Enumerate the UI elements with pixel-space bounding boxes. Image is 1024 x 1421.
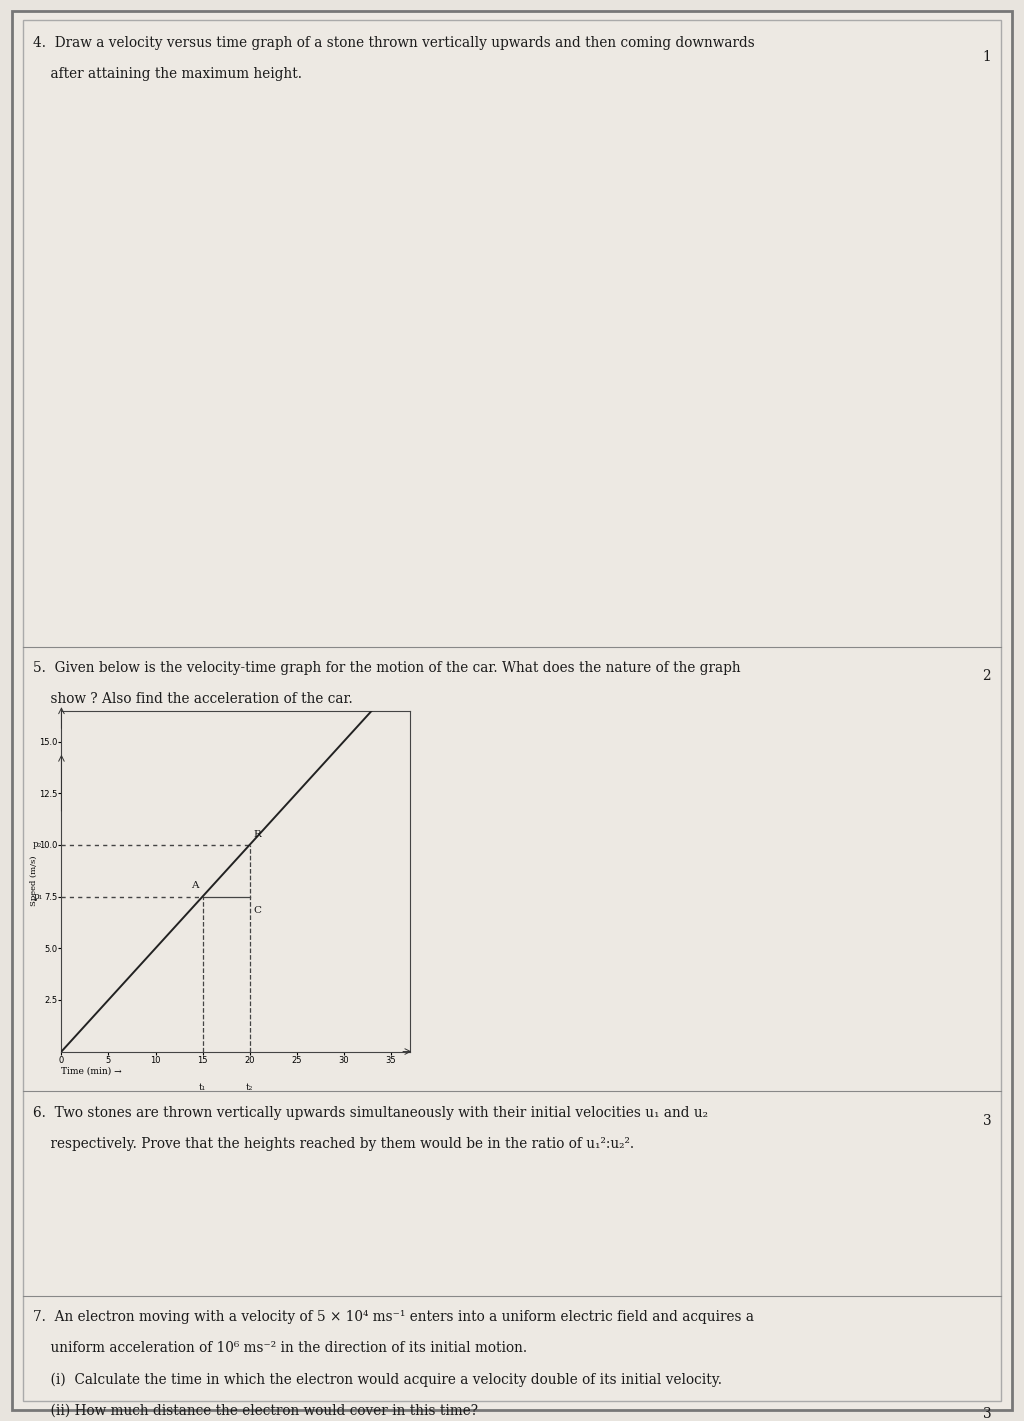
Text: (i)  Calculate the time in which the electron would acquire a velocity double of: (i) Calculate the time in which the elec… (33, 1373, 722, 1387)
Text: (ii) How much distance the electron would cover in this time?: (ii) How much distance the electron woul… (33, 1404, 478, 1418)
Text: show ? Also find the acceleration of the car.: show ? Also find the acceleration of the… (33, 692, 352, 706)
Text: 3: 3 (983, 1114, 991, 1128)
Text: A: A (191, 881, 199, 890)
Text: 7.  An electron moving with a velocity of 5 × 10⁴ ms⁻¹ enters into a uniform ele: 7. An electron moving with a velocity of… (33, 1310, 754, 1324)
Text: 6.  Two stones are thrown vertically upwards simultaneously with their initial v: 6. Two stones are thrown vertically upwa… (33, 1106, 708, 1120)
FancyBboxPatch shape (23, 20, 1001, 1401)
Y-axis label: Speed (m/s): Speed (m/s) (30, 855, 38, 907)
Text: C: C (253, 907, 261, 915)
Text: uniform acceleration of 10⁶ ms⁻² in the direction of its initial motion.: uniform acceleration of 10⁶ ms⁻² in the … (33, 1341, 527, 1356)
Text: R: R (253, 830, 261, 838)
Text: t₂: t₂ (246, 1083, 253, 1091)
Text: 4.  Draw a velocity versus time graph of a stone thrown vertically upwards and t: 4. Draw a velocity versus time graph of … (33, 36, 755, 50)
Text: after attaining the maximum height.: after attaining the maximum height. (33, 67, 302, 81)
FancyBboxPatch shape (12, 11, 1012, 1410)
Text: 3: 3 (983, 1407, 991, 1421)
Text: p₁: p₁ (34, 892, 43, 901)
Text: respectively. Prove that the heights reached by them would be in the ratio of u₁: respectively. Prove that the heights rea… (33, 1137, 634, 1151)
X-axis label: Time (min) →: Time (min) → (61, 1066, 122, 1076)
Text: 5.  Given below is the velocity-time graph for the motion of the car. What does : 5. Given below is the velocity-time grap… (33, 661, 740, 675)
Text: 1: 1 (983, 50, 991, 64)
Text: p₂: p₂ (33, 840, 43, 850)
Text: t₁: t₁ (199, 1083, 206, 1091)
Text: 2: 2 (983, 669, 991, 684)
